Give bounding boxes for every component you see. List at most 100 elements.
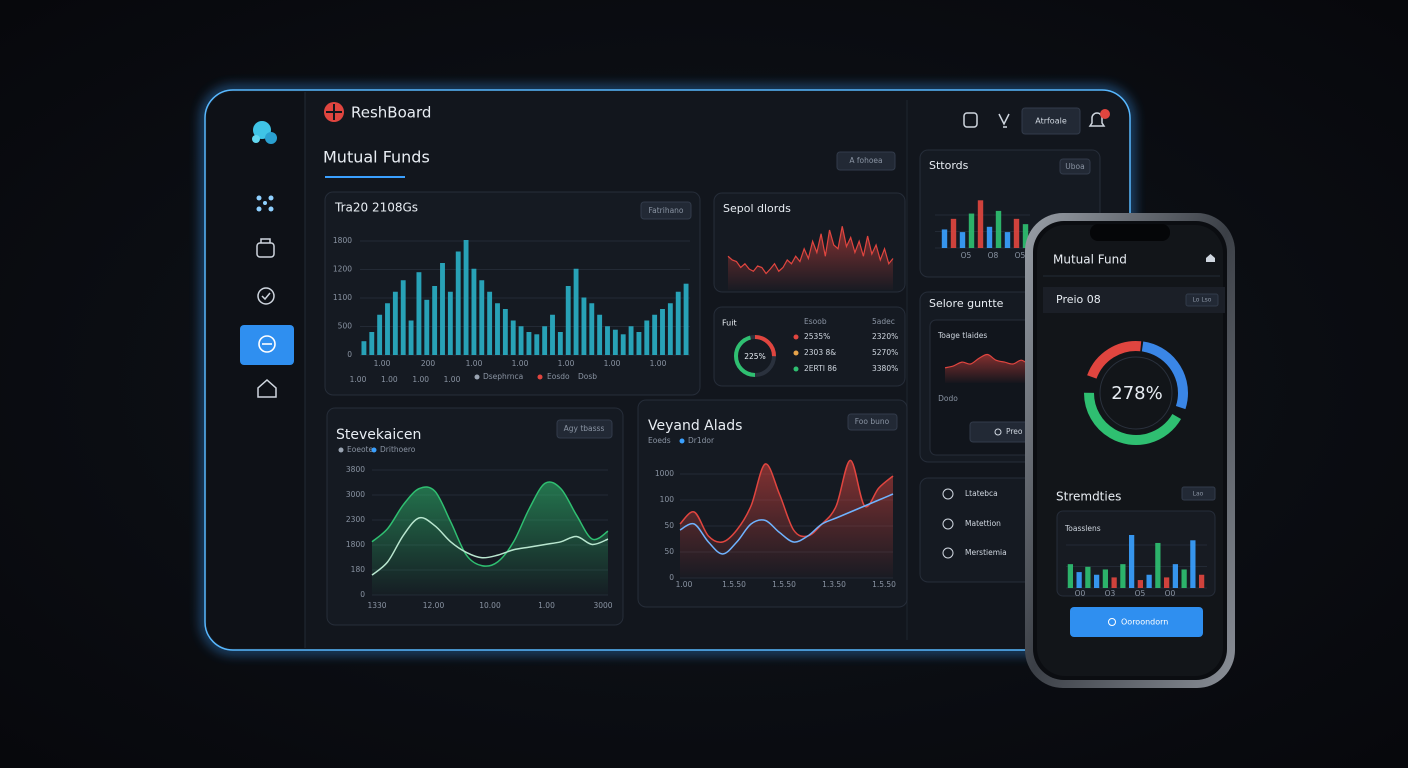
filter-button-label: A fohoea [849, 156, 882, 165]
y-tick-label: 1800 [333, 236, 352, 245]
phone-list-title: Stremdties [1056, 490, 1121, 504]
x-tick-label: 1.3.50 [822, 580, 846, 589]
bar [518, 326, 524, 355]
x-tick-label: O5 [1135, 589, 1146, 598]
y-tick-label: 50 [664, 521, 674, 530]
button-icon [994, 428, 1002, 436]
x-tick-label: 1.00 [538, 601, 555, 610]
phone-chip-label: Lo Lso [1193, 297, 1212, 304]
phone-chip-label: Lao [1193, 491, 1204, 498]
nav-icon[interactable] [257, 378, 277, 398]
phone-notch [1090, 224, 1170, 241]
sidebar [207, 92, 305, 648]
area [945, 354, 1030, 383]
bar [1085, 566, 1091, 588]
nav-active[interactable] [240, 325, 294, 365]
nav-icon[interactable] [257, 287, 275, 305]
row-name: 2535% [804, 332, 830, 341]
card-button[interactable] [640, 201, 692, 220]
bar [652, 314, 658, 355]
legend-label: Eoeote [347, 445, 373, 454]
bar [440, 263, 445, 355]
filter-button[interactable] [836, 151, 896, 171]
list-icon [942, 488, 954, 500]
card-title: Fuit [722, 319, 737, 328]
donut-label: 225% [744, 352, 765, 361]
list-item[interactable]: Matettion [965, 519, 1001, 528]
bar [1094, 574, 1100, 588]
bar [644, 320, 650, 355]
phone-button[interactable] [1070, 607, 1203, 637]
y-tick-label: 50 [664, 547, 674, 556]
bar [502, 309, 508, 355]
card-title: Tra20 2108Gs [334, 201, 418, 215]
bar [597, 314, 603, 355]
legend-dot [679, 438, 685, 444]
row-name: 2303 8& [804, 348, 836, 357]
legend-label: Dr1dor [688, 436, 715, 445]
x-tick-label: 1.00 [466, 359, 483, 368]
card-button[interactable] [847, 413, 898, 431]
bar [628, 326, 634, 355]
list-item[interactable]: Merstiemia [965, 548, 1007, 557]
nav-icon[interactable] [258, 335, 276, 353]
y-tick-label: 0 [669, 573, 674, 582]
bar [573, 268, 579, 355]
bar [1172, 564, 1178, 588]
bar [416, 272, 422, 355]
bar [995, 210, 1002, 248]
phone-chip[interactable] [1181, 486, 1216, 501]
card [713, 306, 906, 387]
x-tick-label: 1.5.50 [872, 580, 896, 589]
x-tick-label: 3000 [593, 601, 612, 610]
bar [455, 251, 461, 355]
bar [1076, 572, 1082, 588]
y-tick-label: 2300 [346, 515, 365, 524]
header-icon[interactable] [963, 112, 978, 128]
card-button[interactable] [1059, 158, 1091, 175]
phone-section-title: Preio 08 [1056, 293, 1101, 306]
list-item[interactable]: Ltatebca [965, 489, 998, 498]
bar [1199, 574, 1205, 588]
logo [252, 121, 277, 144]
x-tick-label: 1.00 [381, 375, 398, 384]
row-value: 2320% [872, 332, 898, 341]
account-button[interactable] [1021, 107, 1081, 135]
header-icon[interactable] [998, 113, 1010, 128]
x-tick-label: 1330 [367, 601, 386, 610]
nav-icon[interactable] [256, 195, 274, 212]
card-button[interactable] [556, 419, 613, 439]
legend-label: Drithoero [380, 445, 416, 454]
line [727, 226, 894, 275]
donut-arc [734, 335, 776, 377]
nav-icon[interactable] [256, 238, 275, 258]
list-icon [942, 518, 954, 530]
x-tick-label: 1.5.50 [772, 580, 796, 589]
y-tick-label: 1100 [333, 293, 352, 302]
gauge-inner [1099, 356, 1173, 430]
x-tick-label: 1.00 [412, 375, 429, 384]
x-tick-label: 1.00 [374, 359, 391, 368]
bar [557, 332, 563, 355]
phone-chip[interactable] [1185, 293, 1219, 307]
bar [1155, 542, 1161, 588]
bar [1013, 218, 1020, 248]
bar [565, 286, 571, 355]
bar [1102, 569, 1108, 588]
bar [683, 283, 689, 355]
notification-icon[interactable] [1088, 112, 1106, 127]
phone-icon[interactable] [1206, 254, 1215, 262]
bar [1181, 569, 1187, 588]
x-tick-label: 1.00 [558, 359, 575, 368]
card-title: Sttords [929, 159, 969, 172]
x-tick-label: 1.00 [512, 359, 529, 368]
bar [487, 291, 493, 355]
bar [589, 303, 595, 355]
bar [1111, 577, 1117, 588]
bar [542, 326, 548, 355]
card-button-label: Foo buno [855, 417, 890, 426]
bar [1129, 535, 1135, 588]
bar [1067, 564, 1073, 588]
